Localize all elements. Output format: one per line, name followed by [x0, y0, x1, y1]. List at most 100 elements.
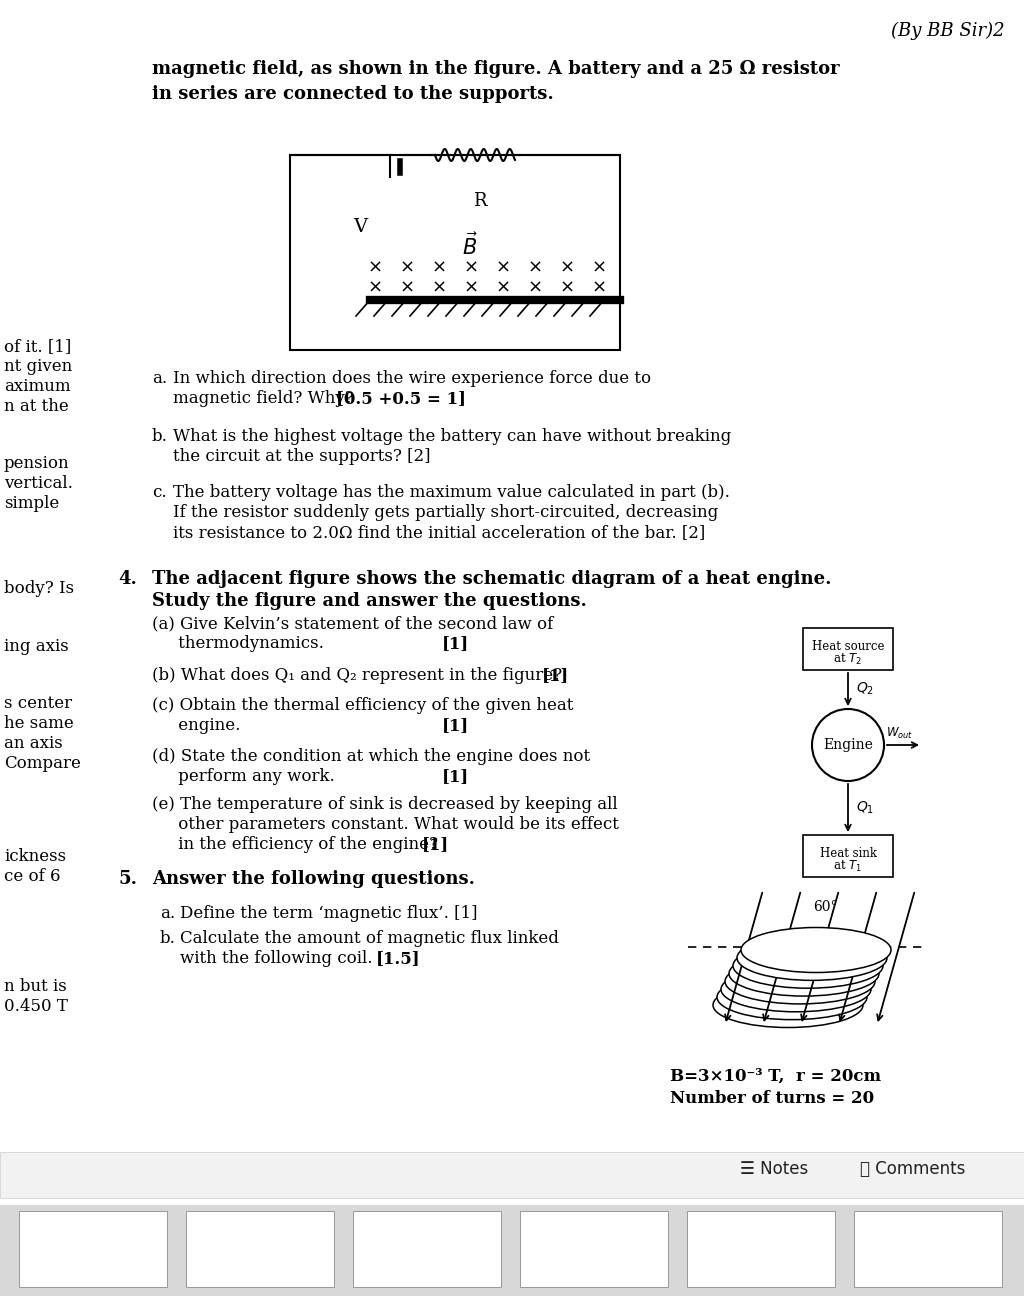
Text: with the following coil.: with the following coil.	[180, 950, 373, 967]
Text: 0.450 T: 0.450 T	[4, 998, 68, 1015]
Text: [1]: [1]	[442, 635, 469, 652]
Ellipse shape	[717, 975, 867, 1020]
Ellipse shape	[729, 951, 879, 997]
Text: simple: simple	[4, 495, 59, 512]
Text: [1.5]: [1.5]	[376, 950, 421, 967]
Text: [1]: [1]	[422, 836, 450, 853]
Text: in series are connected to the supports.: in series are connected to the supports.	[152, 86, 554, 102]
Text: ×: ×	[527, 259, 543, 277]
Text: ×: ×	[368, 259, 383, 277]
Text: ×: ×	[399, 259, 415, 277]
Text: $Q_1$: $Q_1$	[856, 800, 874, 816]
Bar	[290, 156, 620, 350]
Text: If the resistor suddenly gets partially short-circuited, decreasing: If the resistor suddenly gets partially …	[173, 504, 718, 521]
Text: 5.: 5.	[118, 870, 137, 888]
Text: (b) What does Q₁ and Q₂ represent in the figure?: (b) What does Q₁ and Q₂ represent in the…	[152, 667, 567, 684]
Text: 60°: 60°	[813, 899, 838, 914]
Text: (a) Give Kelvin’s statement of the second law of: (a) Give Kelvin’s statement of the secon…	[152, 616, 553, 632]
Text: What is the highest voltage the battery can have without breaking: What is the highest voltage the battery …	[173, 428, 731, 445]
Text: ×: ×	[496, 259, 511, 277]
Text: ⎓ Comments: ⎓ Comments	[860, 1160, 966, 1178]
Text: (By BB Sir)2: (By BB Sir)2	[891, 22, 1005, 40]
Text: ce of 6: ce of 6	[4, 868, 60, 885]
Text: ×: ×	[464, 279, 478, 297]
Text: n but is: n but is	[4, 978, 67, 995]
Text: magnetic field? Why?: magnetic field? Why?	[173, 390, 359, 407]
Text: vertical.: vertical.	[4, 476, 73, 492]
Circle shape	[812, 709, 884, 781]
Bar	[19, 1210, 167, 1287]
Text: ×: ×	[527, 279, 543, 297]
Text: [0.5 +0.5 = 1]: [0.5 +0.5 = 1]	[336, 390, 466, 407]
Text: [1]: [1]	[542, 667, 569, 684]
Bar	[0, 1152, 1024, 1198]
Text: pension: pension	[4, 455, 70, 472]
Bar	[854, 1210, 1002, 1287]
Text: Define the term ‘magnetic flux’. [1]: Define the term ‘magnetic flux’. [1]	[180, 905, 477, 921]
Text: ☰ Notes: ☰ Notes	[740, 1160, 808, 1178]
Text: the circuit at the supports? [2]: the circuit at the supports? [2]	[173, 448, 430, 465]
Text: engine.: engine.	[152, 717, 241, 734]
Text: thermodynamics.: thermodynamics.	[152, 635, 324, 652]
Text: c.: c.	[152, 483, 167, 502]
Text: The battery voltage has the maximum value calculated in part (b).: The battery voltage has the maximum valu…	[173, 483, 730, 502]
Text: ×: ×	[464, 259, 478, 277]
Text: he same: he same	[4, 715, 74, 732]
Text: Compare: Compare	[4, 756, 81, 772]
Text: nt given: nt given	[4, 358, 73, 375]
Text: Heat source: Heat source	[812, 640, 885, 653]
Text: Heat sink: Heat sink	[819, 846, 877, 859]
Text: a.: a.	[160, 905, 175, 921]
Text: 4.: 4.	[118, 570, 137, 588]
Bar	[803, 835, 893, 877]
Text: ×: ×	[559, 279, 574, 297]
Text: n at the: n at the	[4, 398, 69, 415]
Text: ×: ×	[592, 259, 606, 277]
Text: ing axis: ing axis	[4, 638, 69, 654]
Text: B=3×10⁻³ T,  r = 20cm: B=3×10⁻³ T, r = 20cm	[670, 1068, 881, 1085]
Text: R: R	[473, 192, 486, 210]
Ellipse shape	[721, 967, 871, 1012]
Bar	[687, 1210, 835, 1287]
Text: Answer the following questions.: Answer the following questions.	[152, 870, 475, 888]
Text: $Q_2$: $Q_2$	[856, 680, 874, 697]
Text: Engine: Engine	[823, 737, 872, 752]
Text: $W_{out}$: $W_{out}$	[886, 726, 913, 740]
Text: [1]: [1]	[442, 769, 469, 785]
Text: V: V	[353, 218, 367, 236]
Text: body? Is: body? Is	[4, 581, 74, 597]
Text: an axis: an axis	[4, 735, 62, 752]
Text: s center: s center	[4, 695, 72, 712]
Text: b.: b.	[152, 428, 168, 445]
Text: $\vec{B}$: $\vec{B}$	[462, 232, 478, 259]
Text: at $T_1$: at $T_1$	[834, 859, 862, 875]
Text: a.: a.	[152, 369, 167, 388]
Bar	[803, 629, 893, 670]
Text: in the efficiency of the engine?: in the efficiency of the engine?	[152, 836, 443, 853]
Text: ×: ×	[559, 259, 574, 277]
Ellipse shape	[733, 943, 883, 989]
Bar	[353, 1210, 501, 1287]
Bar	[186, 1210, 334, 1287]
Text: (d) State the condition at which the engine does not: (d) State the condition at which the eng…	[152, 748, 590, 765]
Text: In which direction does the wire experience force due to: In which direction does the wire experie…	[173, 369, 651, 388]
Text: magnetic field, as shown in the figure. A battery and a 25 Ω resistor: magnetic field, as shown in the figure. …	[152, 60, 840, 78]
Text: ×: ×	[431, 279, 446, 297]
Text: ×: ×	[496, 279, 511, 297]
Text: Study the figure and answer the questions.: Study the figure and answer the question…	[152, 592, 587, 610]
Bar	[520, 1210, 668, 1287]
Text: The adjacent figure shows the schematic diagram of a heat engine.: The adjacent figure shows the schematic …	[152, 570, 831, 588]
Text: ×: ×	[368, 279, 383, 297]
Text: of it. [1]: of it. [1]	[4, 338, 72, 355]
Text: Calculate the amount of magnetic flux linked: Calculate the amount of magnetic flux li…	[180, 931, 559, 947]
Text: [1]: [1]	[442, 717, 469, 734]
Text: (c) Obtain the thermal efficiency of the given heat: (c) Obtain the thermal efficiency of the…	[152, 697, 573, 714]
Text: other parameters constant. What would be its effect: other parameters constant. What would be…	[152, 816, 618, 833]
Text: aximum: aximum	[4, 378, 71, 395]
Text: its resistance to 2.0Ω find the initial acceleration of the bar. [2]: its resistance to 2.0Ω find the initial …	[173, 524, 706, 540]
Text: ×: ×	[431, 259, 446, 277]
Text: ×: ×	[592, 279, 606, 297]
Ellipse shape	[713, 982, 863, 1028]
Bar	[0, 1205, 1024, 1296]
Text: ickness: ickness	[4, 848, 67, 864]
